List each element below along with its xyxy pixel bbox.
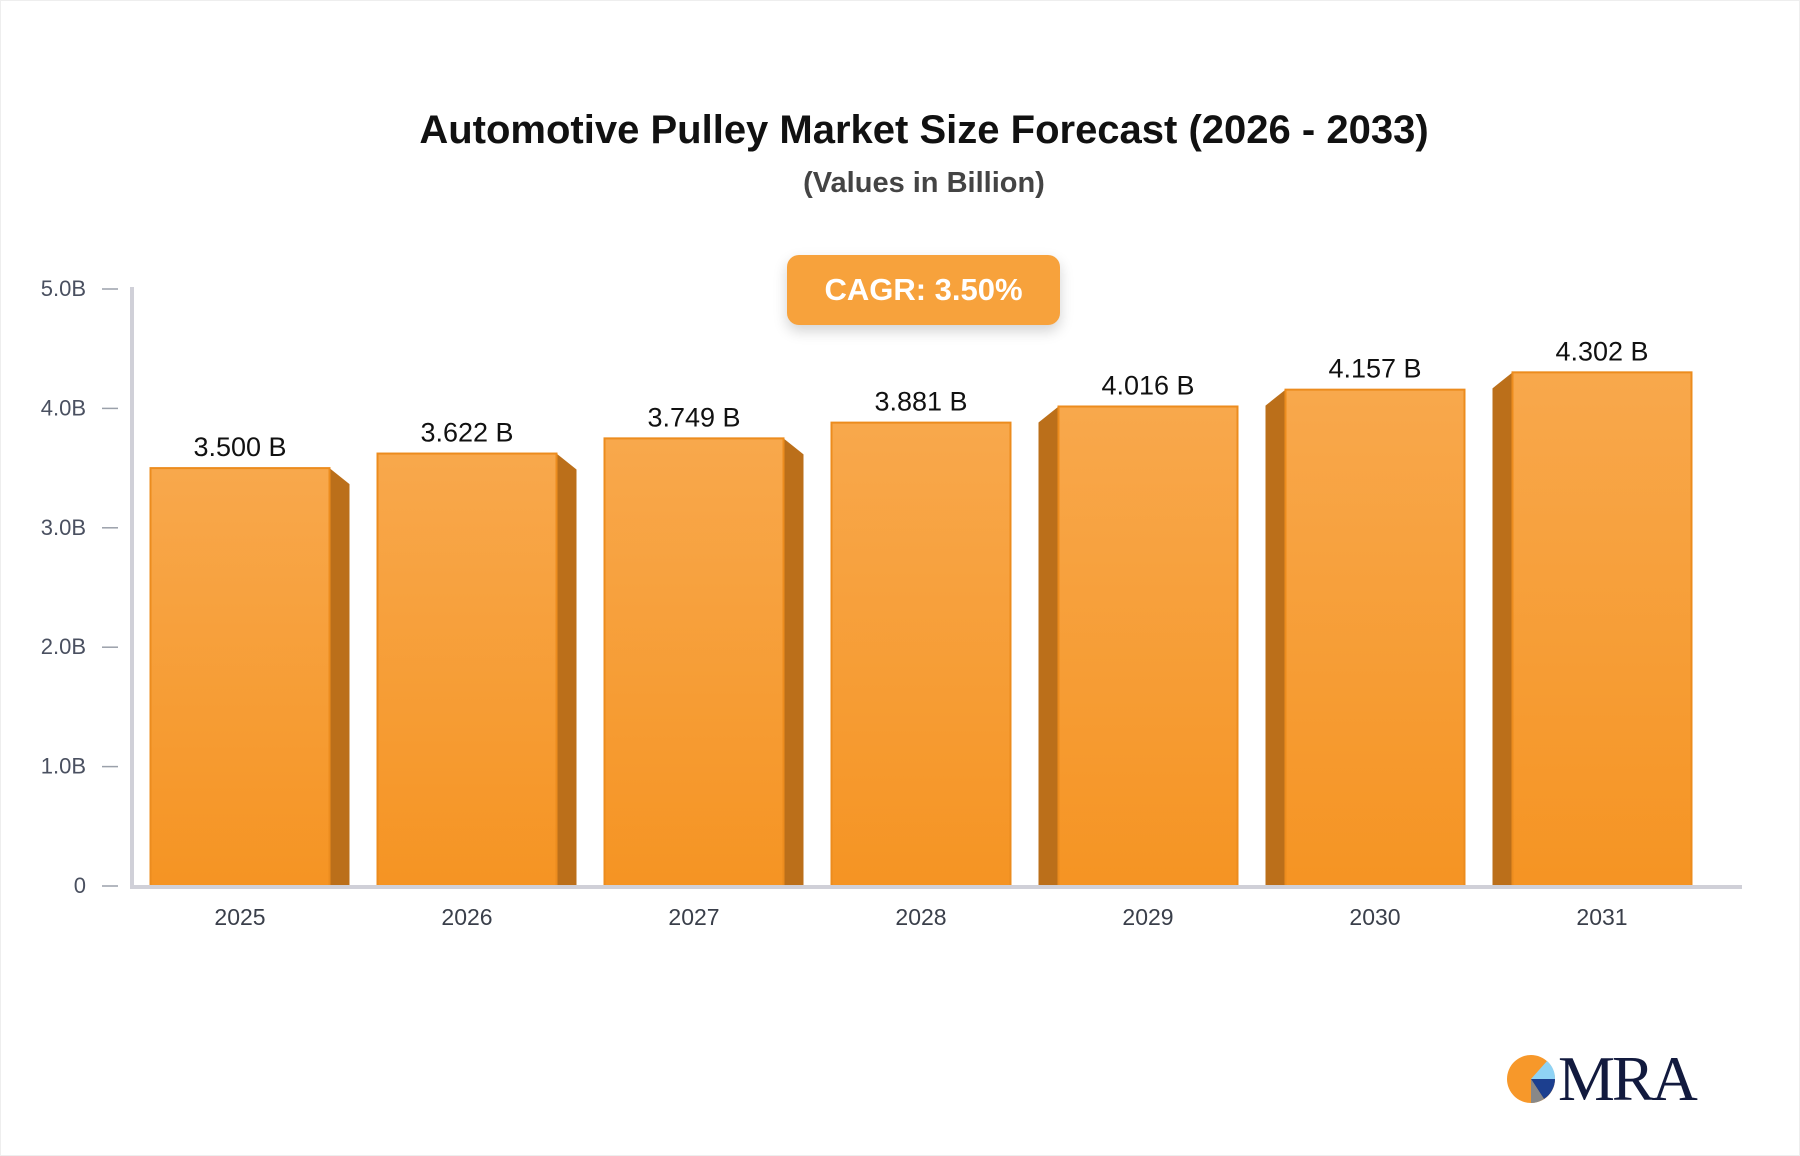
x-tick-label: 2029 — [1122, 904, 1173, 930]
bar-side — [1038, 406, 1059, 886]
bar — [830, 421, 1012, 887]
data-label: 3.749 B — [647, 402, 740, 432]
data-label: 4.302 B — [1555, 336, 1648, 366]
data-label: 4.157 B — [1328, 354, 1421, 384]
bar-side — [556, 453, 577, 886]
x-tick-label: 2028 — [895, 904, 946, 930]
bar — [1511, 371, 1693, 887]
x-tick-label: 2031 — [1576, 904, 1627, 930]
bar — [603, 437, 785, 887]
bar-side — [1492, 372, 1513, 886]
cagr-badge: CAGR: 3.50% — [787, 255, 1060, 325]
y-tick-label: 4.0B — [41, 395, 86, 420]
y-tick-label: 1.0B — [41, 754, 86, 779]
mra-logo: MRA — [1506, 1042, 1698, 1116]
bar — [1284, 388, 1466, 887]
x-tick-label: 2026 — [441, 904, 492, 930]
x-tick-label: 2030 — [1349, 904, 1400, 930]
bar-side — [783, 438, 804, 886]
bar — [376, 452, 558, 887]
y-tick-label: 5.0B — [41, 276, 86, 301]
pie-logo-icon — [1507, 1055, 1556, 1103]
x-tick-label: 2027 — [668, 904, 719, 930]
logo-text: MRA — [1558, 1043, 1698, 1114]
data-label: 3.500 B — [193, 432, 286, 462]
chart-subtitle: (Values in Billion) — [803, 167, 1045, 199]
chart-title: Automotive Pulley Market Size Forecast (… — [419, 108, 1429, 152]
y-tick-label: 2.0B — [41, 634, 86, 659]
data-label: 4.016 B — [1101, 370, 1194, 400]
bar — [149, 467, 331, 887]
bar-side — [329, 468, 350, 886]
x-tick-label: 2025 — [214, 904, 265, 930]
data-label: 3.622 B — [420, 418, 513, 448]
bar-side — [1265, 389, 1286, 886]
bar — [1057, 405, 1239, 887]
y-tick-label: 3.0B — [41, 515, 86, 540]
data-label: 3.881 B — [874, 387, 967, 417]
y-tick-label: 0 — [74, 873, 86, 898]
